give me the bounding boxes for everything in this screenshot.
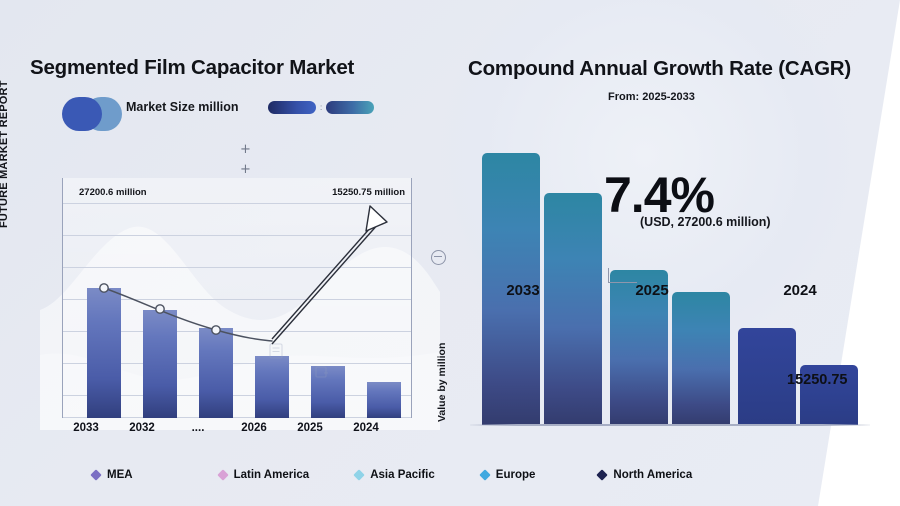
bar-2024-secondary: [800, 365, 858, 425]
legend-label: MEA: [107, 469, 133, 481]
legend-marker-icon: [596, 469, 609, 481]
legend-label: North America: [613, 469, 693, 481]
bar-2033-primary: [482, 153, 540, 425]
gridline: [63, 363, 411, 364]
bar-2025-secondary: [672, 292, 730, 425]
legend-item-latin-america[interactable]: Latin America: [216, 469, 310, 481]
bar-2024: [367, 382, 401, 418]
legend-label: Latin America: [233, 469, 310, 481]
legend-item-asia-pacific[interactable]: Asia Pacific: [353, 469, 435, 481]
x-label-mid: ....: [191, 422, 205, 434]
market-size-legend-label: Market Size million: [126, 100, 239, 114]
gridline: [63, 299, 411, 300]
legend-label: Asia Pacific: [370, 469, 435, 481]
x-label-2032: 2032: [129, 422, 155, 434]
x-label-2026: 2026: [241, 422, 267, 434]
cagr-note: (USD, 27200.6 million): [640, 215, 771, 229]
document-ghost-icon: [269, 343, 283, 359]
gridline: [63, 267, 411, 268]
legend-item-north-america[interactable]: North America: [596, 469, 693, 481]
legend-item-europe[interactable]: Europe: [479, 469, 536, 481]
trend-line-overlay: [99, 205, 388, 345]
bar-2033: [87, 288, 121, 418]
gradient-pill-secondary: [326, 101, 375, 114]
gridline: [63, 203, 411, 204]
y-axis-label-right: Value by million: [436, 342, 448, 422]
x-label-right-2025: 2025: [635, 282, 669, 299]
legend-marker-icon: [479, 469, 491, 481]
x-label-2033: 2033: [73, 422, 99, 434]
x-label-2024: 2024: [353, 422, 379, 434]
decorative-plus-icon-2: +: [240, 160, 251, 178]
gradient-pill-group: :: [268, 101, 375, 114]
bar-2032: [143, 310, 177, 418]
x-label-right-2024: 2024: [783, 282, 817, 299]
legend-marker-icon: [353, 469, 365, 481]
plus-glyph: +: [240, 142, 251, 157]
right-panel-title: Compound Annual Growth Rate (CAGR): [468, 57, 852, 80]
bar-2026: [255, 356, 289, 418]
add-box-ghost-icon: [315, 366, 328, 378]
data-label-2024: 15250.75: [787, 372, 848, 388]
decorative-plus-icon-1: +: [240, 140, 251, 158]
brand-logo-icon: [60, 95, 126, 133]
pill-separator: :: [320, 103, 323, 112]
bar-2024-primary: [738, 328, 796, 425]
y-axis-label-left: FUTURE MARKET REPORT: [0, 80, 10, 228]
gridline: [63, 417, 411, 418]
chart-annotation-start: 27200.6 million: [79, 187, 147, 198]
chart-baseline: [470, 424, 870, 426]
minus-circle-icon: [431, 250, 446, 265]
plus-glyph: +: [240, 162, 251, 177]
gridline: [63, 395, 411, 396]
bar-mid: [199, 328, 233, 418]
chart-annotation-end: 15250.75 million: [332, 187, 405, 198]
bracket-marker-icon: [608, 268, 637, 283]
legend-label: Europe: [495, 469, 536, 481]
legend-marker-icon: [90, 469, 102, 481]
right-bar-chart: [470, 150, 890, 426]
cagr-value: 7.4%: [604, 167, 715, 223]
gridline: [63, 235, 411, 236]
x-label-right-2033: 2033: [506, 282, 540, 299]
left-bar-chart: 27200.6 million 15250.75 million: [62, 178, 412, 418]
x-label-2025: 2025: [297, 422, 323, 434]
left-panel-title: Segmented Film Capacitor Market: [30, 56, 355, 79]
legend-marker-icon: [216, 469, 229, 481]
gradient-pill-primary: [268, 101, 316, 114]
bar-2025-primary: [610, 270, 668, 425]
legend-item-mea[interactable]: MEA: [90, 469, 133, 481]
gridline: [63, 331, 411, 332]
chart-legend: MEA Latin America Asia Pacific Europe No…: [0, 462, 900, 488]
right-panel-subtitle: From: 2025-2033: [608, 91, 695, 103]
bar-2025: [311, 366, 345, 418]
bar-2033-secondary: [544, 193, 602, 425]
